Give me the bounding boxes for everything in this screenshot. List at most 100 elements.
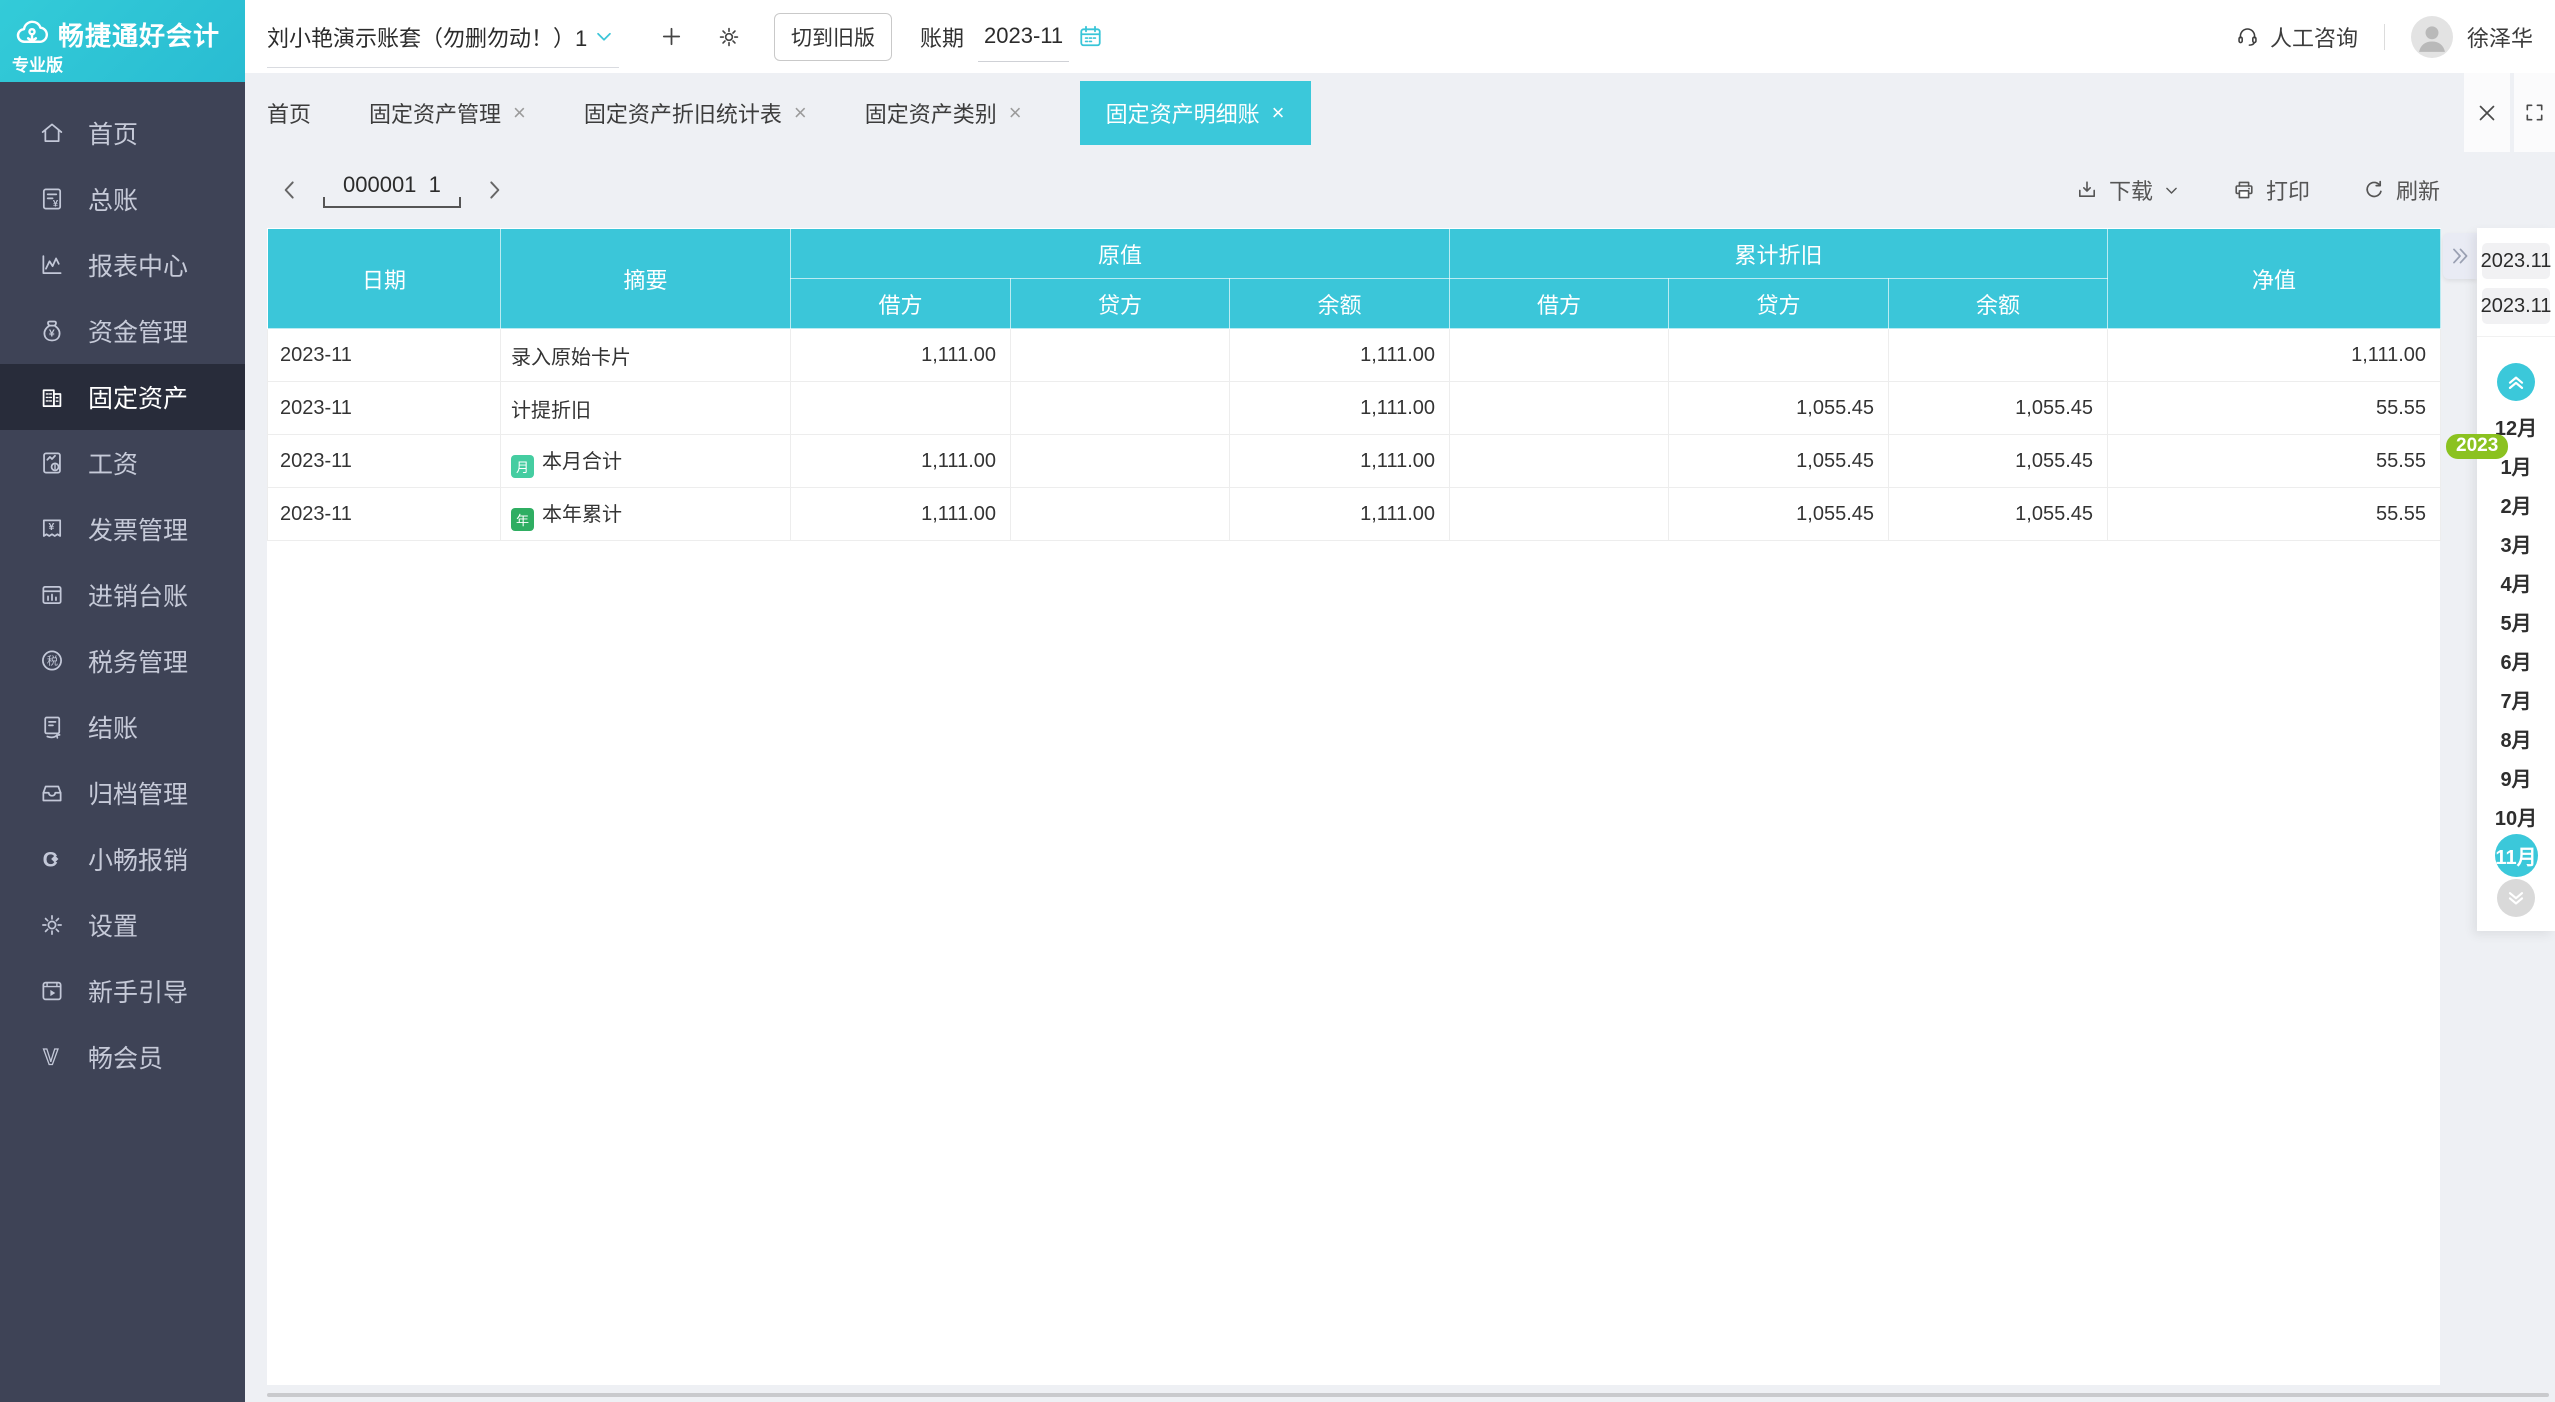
account-switcher[interactable]: 刘小艳演示账套（勿删勿动！）1 xyxy=(267,15,619,68)
avatar[interactable] xyxy=(2410,15,2453,58)
month-item-jul[interactable]: 7月 xyxy=(2500,691,2532,713)
period-value[interactable]: 2023-11 xyxy=(978,19,1070,62)
sidebar-item-guide[interactable]: 新手引导 xyxy=(0,958,245,1024)
print-button[interactable]: 打印 xyxy=(2232,174,2310,206)
edition-label: 专业版 xyxy=(12,56,63,75)
close-icon[interactable]: × xyxy=(513,99,526,125)
prev-record-button[interactable] xyxy=(277,177,303,203)
month-item-sep[interactable]: 9月 xyxy=(2500,769,2532,791)
month-item-dec[interactable]: 12月 xyxy=(2494,418,2538,440)
cell-summary: 月本月合计 xyxy=(500,434,791,488)
month-item-nov-selected[interactable]: 11月 xyxy=(2494,834,2538,877)
month-item-may[interactable]: 5月 xyxy=(2500,613,2532,635)
closing-book-icon xyxy=(38,713,66,741)
divider xyxy=(2383,23,2385,50)
sidebar-item-reimbursement[interactable]: C 小畅报销 xyxy=(0,826,245,892)
fullscreen-button[interactable] xyxy=(2514,73,2555,152)
col-group-accumulated-depreciation: 累计折旧 xyxy=(1449,228,2109,279)
sidebar-item-label: 进销台账 xyxy=(88,583,189,611)
year-total-badge-icon: 年 xyxy=(511,507,534,531)
svg-text:¥: ¥ xyxy=(49,328,55,340)
period-start-button[interactable]: 2023.11 xyxy=(2481,243,2551,279)
switch-old-version-button[interactable]: 切到旧版 xyxy=(774,12,892,61)
download-icon xyxy=(2075,178,2099,202)
cell-ad-credit: 1,055.45 xyxy=(1668,434,1890,488)
month-item-jan[interactable]: 1月 xyxy=(2500,457,2532,479)
month-item-jun[interactable]: 6月 xyxy=(2500,652,2532,674)
sidebar-item-archive[interactable]: 归档管理 xyxy=(0,760,245,826)
support-button[interactable]: 人工咨询 xyxy=(2235,21,2358,53)
sidebar-item-label: 首页 xyxy=(88,121,139,149)
sidebar-item-fixed-assets[interactable]: 固定资产 xyxy=(0,364,245,430)
tab-depreciation-stats[interactable]: 固定资产折旧统计表 × xyxy=(584,97,807,129)
cloud-logo-icon xyxy=(14,17,50,53)
table-row[interactable]: 2023-11 年本年累计 1,111.00 1,111.00 1,055.45… xyxy=(267,487,2442,541)
sidebar-item-inventory-ledger[interactable]: 进销台账 xyxy=(0,562,245,628)
close-icon[interactable]: × xyxy=(793,99,807,125)
sidebar-item-label: 固定资产 xyxy=(88,385,189,413)
period-range: 2023.11 2023.11 xyxy=(2477,228,2555,337)
year-badge: 2023 xyxy=(2446,434,2509,459)
calendar-icon[interactable] xyxy=(1077,23,1104,50)
sidebar-item-payroll[interactable]: 工资 xyxy=(0,430,245,496)
sidebar-item-settings[interactable]: 设置 xyxy=(0,892,245,958)
cell-net: 55.55 xyxy=(2107,487,2442,541)
tab-asset-detail-ledger[interactable]: 固定资产明细账 × xyxy=(1079,80,1311,145)
record-selector[interactable]: 000001 1 xyxy=(323,172,461,208)
cell-date: 2023-11 xyxy=(267,381,501,435)
sidebar-item-tax[interactable]: 税 税务管理 xyxy=(0,628,245,694)
table-row[interactable]: 2023-11 月本月合计 1,111.00 1,111.00 1,055.45… xyxy=(267,434,2442,488)
sidebar-item-label: 工资 xyxy=(88,451,139,479)
month-item-apr[interactable]: 4月 xyxy=(2500,574,2532,596)
svg-text:C: C xyxy=(43,848,58,871)
cell-date: 2023-11 xyxy=(267,434,501,488)
sidebar-item-closing[interactable]: 结账 xyxy=(0,694,245,760)
next-record-button[interactable] xyxy=(481,177,507,203)
cell-ad-balance xyxy=(1888,328,2109,382)
sidebar-item-funds[interactable]: ¥ 资金管理 xyxy=(0,298,245,364)
sidebar-item-report-center[interactable]: 报表中心 xyxy=(0,232,245,298)
cell-net: 1,111.00 xyxy=(2107,328,2442,382)
close-icon[interactable]: × xyxy=(1271,99,1285,125)
cell-date: 2023-11 xyxy=(267,328,501,382)
sidebar-item-home[interactable]: 首页 xyxy=(0,100,245,166)
brand-name: 畅捷通好会计 xyxy=(58,21,221,51)
cell-ad-debit xyxy=(1449,434,1670,488)
horizontal-scrollbar[interactable] xyxy=(267,1393,2549,1397)
table-row[interactable]: 2023-11 计提折旧 1,111.00 1,055.45 1,055.45 … xyxy=(267,381,2442,435)
period-end-button[interactable]: 2023.11 xyxy=(2481,288,2551,324)
sidebar-item-general-ledger[interactable]: ¥ 总账 xyxy=(0,166,245,232)
month-item-aug[interactable]: 8月 xyxy=(2500,730,2532,752)
sidebar-item-membership[interactable]: V 畅会员 xyxy=(0,1024,245,1090)
tab-asset-category[interactable]: 固定资产类别 × xyxy=(865,97,1022,129)
tab-fixed-assets-mgmt[interactable]: 固定资产管理 × xyxy=(369,97,526,129)
close-all-tabs-button[interactable] xyxy=(2464,73,2510,152)
collapse-period-panel-button[interactable] xyxy=(2443,233,2477,279)
month-total-badge-icon: 月 xyxy=(511,454,534,478)
cell-ad-balance: 1,055.45 xyxy=(1888,487,2109,541)
month-item-mar[interactable]: 3月 xyxy=(2500,535,2532,557)
col-group-original-value: 原值 xyxy=(789,228,1451,279)
sidebar-item-label: 税务管理 xyxy=(88,649,189,677)
settings-gear-button[interactable] xyxy=(716,24,742,50)
refresh-button[interactable]: 刷新 xyxy=(2362,174,2440,206)
month-item-feb[interactable]: 2月 xyxy=(2500,496,2532,518)
print-label: 打印 xyxy=(2265,179,2310,204)
table-row[interactable]: 2023-11 录入原始卡片 1,111.00 1,111.00 1,111.0… xyxy=(267,328,2442,382)
cell-ad-balance: 1,055.45 xyxy=(1888,381,2109,435)
month-item-oct[interactable]: 10月 xyxy=(2494,808,2538,830)
ledger-toolbar: 000001 1 下载 打印 刷新 xyxy=(267,152,2440,228)
add-account-button[interactable] xyxy=(659,24,684,49)
tab-home[interactable]: 首页 xyxy=(267,97,311,129)
scroll-months-down-button[interactable] xyxy=(2497,879,2535,917)
ledger-panel: 日期 摘要 原值 累计折旧 净值 借方 贷方 余额 借方 贷方 余额 2023-… xyxy=(267,228,2442,1385)
scroll-months-up-button[interactable] xyxy=(2497,363,2535,401)
download-button[interactable]: 下载 xyxy=(2075,174,2180,206)
sidebar-item-invoice[interactable]: ¥ 发票管理 xyxy=(0,496,245,562)
close-icon[interactable]: × xyxy=(1008,99,1022,125)
cell-date: 2023-11 xyxy=(267,487,501,541)
reimbursement-logo-icon: C xyxy=(38,845,66,873)
cell-net: 55.55 xyxy=(2107,381,2442,435)
tax-stamp-icon: 税 xyxy=(38,647,66,675)
svg-text:¥: ¥ xyxy=(49,521,55,533)
